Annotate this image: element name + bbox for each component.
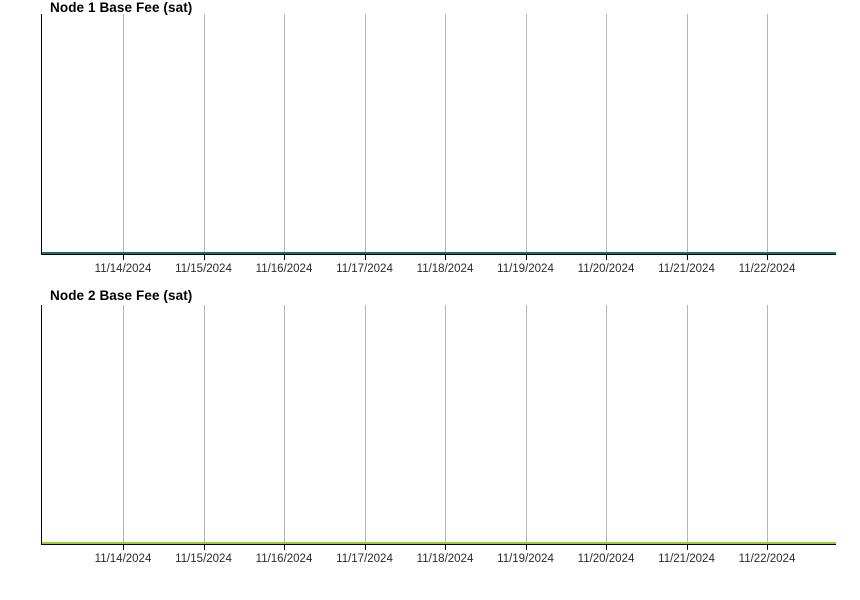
axes-node-1	[41, 14, 836, 255]
gridline	[364, 14, 366, 255]
x-axis-tickmark	[364, 255, 366, 260]
x-axis-tickmark	[606, 545, 607, 550]
gridline	[767, 305, 768, 545]
gridline	[686, 14, 688, 255]
x-axis-tickmark	[203, 545, 205, 550]
x-tick-label: 11/16/2024	[255, 553, 313, 565]
series-layer-node-1	[41, 14, 836, 255]
x-axis-tickmark	[606, 255, 607, 260]
x-tick-label: 11/17/2024	[336, 263, 393, 275]
tickmarks-node-1	[41, 14, 836, 260]
x-axis-tickmark	[767, 255, 768, 260]
x-axis-tickmark	[525, 545, 527, 550]
x-tick-label: 11/15/2024	[175, 553, 232, 565]
gridline	[445, 14, 446, 255]
chart-panel-node-2: Node 2 Base Fee (sat) 11/14/2024 11/15/20…	[0, 288, 860, 576]
tickmarks-node-2	[41, 305, 836, 550]
x-axis-tickmark	[445, 255, 446, 260]
x-tick-label: 11/19/2024	[497, 553, 554, 565]
x-axis-tickmark	[123, 255, 124, 260]
y-axis-line-node-1	[41, 14, 42, 255]
x-axis-tickmark	[686, 255, 688, 260]
gridline	[284, 305, 285, 545]
x-tick-label: 11/14/2024	[94, 553, 152, 565]
x-axis-tickmark	[364, 545, 366, 550]
gridlines-node-1	[41, 14, 836, 255]
x-axis-tickmark	[445, 545, 446, 550]
x-axis-tickmark	[284, 545, 285, 550]
gridline	[364, 305, 366, 545]
gridline	[767, 14, 768, 255]
x-tick-label: 11/16/2024	[255, 263, 313, 275]
x-tick-label: 11/22/2024	[738, 553, 796, 565]
gridline	[284, 14, 285, 255]
x-tick-label: 11/14/2024	[94, 263, 152, 275]
series-line-node-2-base-fee-sat	[41, 542, 836, 544]
x-tick-label: 11/18/2024	[416, 263, 474, 275]
gridline	[686, 305, 688, 545]
x-tick-labels-node-1: 11/14/2024 11/15/2024 11/16/2024 11/17/2024…	[41, 262, 836, 278]
x-axis-tickmark	[767, 545, 768, 550]
x-axis-tickmark	[525, 255, 527, 260]
x-axis-tickmark	[284, 255, 285, 260]
gridline	[203, 14, 205, 255]
gridline	[445, 305, 446, 545]
x-axis-line-node-2	[41, 544, 836, 545]
chart-title-node-2: Node 2 Base Fee (sat)	[50, 288, 193, 303]
series-line-node-1-base-fee-sat	[41, 252, 836, 254]
x-tick-label: 11/22/2024	[738, 263, 796, 275]
gridlines-node-2	[41, 305, 836, 545]
chart-title-node-1: Node 1 Base Fee (sat)	[50, 0, 193, 15]
gridline	[606, 305, 607, 545]
series-layer-node-2	[41, 305, 836, 545]
plot-area-node-1	[41, 14, 836, 260]
plot-area-node-2	[41, 305, 836, 550]
x-tick-labels-node-2: 11/14/2024 11/15/2024 11/16/2024 11/17/2024…	[41, 552, 836, 568]
x-axis-tickmark	[123, 545, 124, 550]
gridline	[123, 305, 124, 545]
gridline	[203, 305, 205, 545]
chart-panel-node-1: Node 1 Base Fee (sat) 11/14/2024 11/15/20…	[0, 0, 860, 288]
x-axis-tickmark	[203, 255, 205, 260]
x-tick-label: 11/21/2024	[658, 553, 715, 565]
x-tick-label: 11/21/2024	[658, 263, 715, 275]
x-tick-label: 11/15/2024	[175, 263, 232, 275]
gridline	[123, 14, 124, 255]
x-tick-label: 11/19/2024	[497, 263, 554, 275]
x-tick-label: 11/17/2024	[336, 553, 393, 565]
gridline	[525, 14, 527, 255]
x-tick-label: 11/20/2024	[577, 263, 635, 275]
x-axis-line-node-1	[41, 254, 836, 255]
gridline	[606, 14, 607, 255]
x-axis-tickmark	[686, 545, 688, 550]
axes-node-2	[41, 305, 836, 545]
x-tick-label: 11/20/2024	[577, 553, 635, 565]
gridline	[525, 305, 527, 545]
x-tick-label: 11/18/2024	[416, 553, 474, 565]
y-axis-line-node-2	[41, 305, 42, 545]
